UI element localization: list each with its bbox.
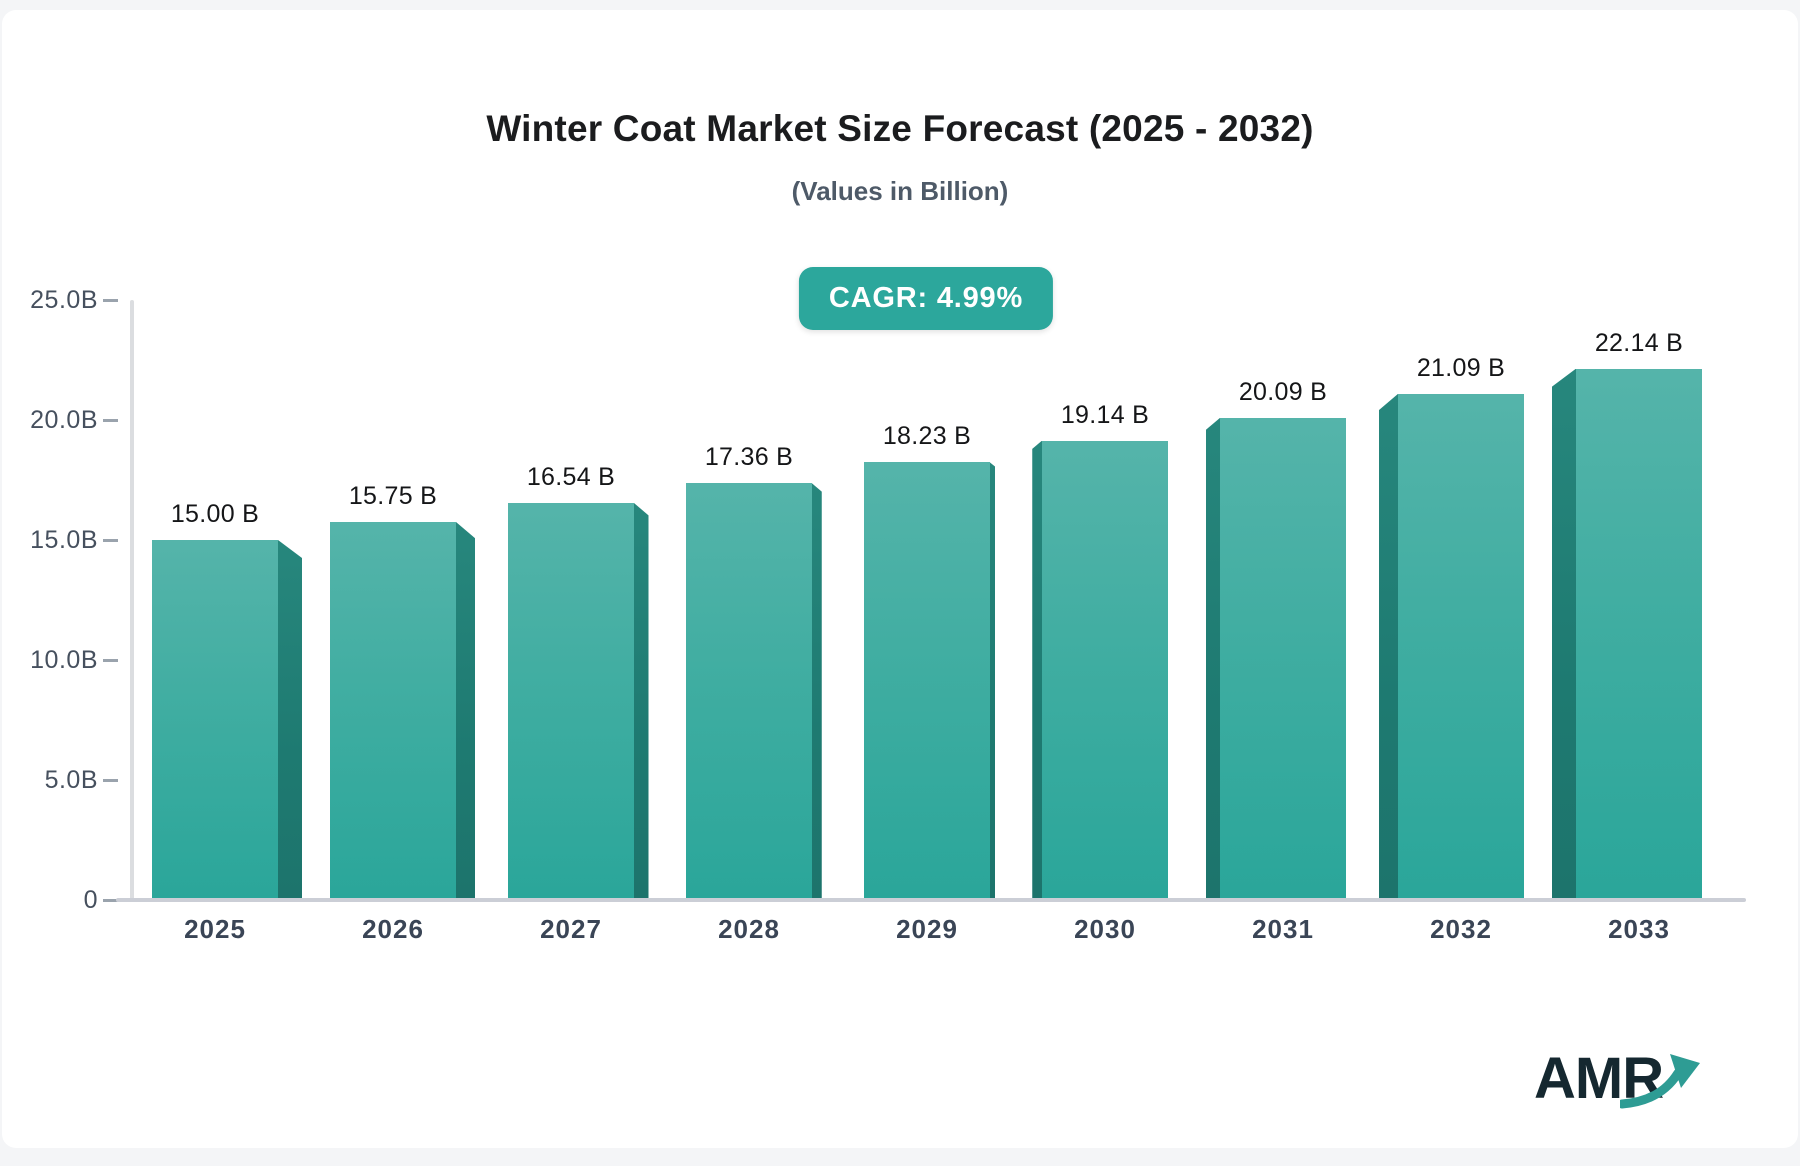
- x-axis-label: 2026: [362, 914, 424, 944]
- y-axis-label: 15.0B: [30, 526, 98, 554]
- x-axis-label: 2030: [1074, 914, 1136, 944]
- x-axis-label: 2031: [1252, 914, 1314, 944]
- x-axis-label: 2028: [718, 914, 780, 944]
- bar-value-label: 21.09 B: [1416, 353, 1506, 382]
- bar-chart-plot-area: 25.0B 20.0B 15.0B 10.0B 5.0B 0 15.00 B 2025 15.7…: [2, 10, 1800, 1166]
- bar-value-label: 19.14 B: [1060, 400, 1150, 429]
- bar-value-label: 15.75 B: [348, 482, 438, 510]
- bar-side-face: [990, 462, 995, 900]
- y-axis-tick: [103, 298, 118, 302]
- bar-2025: [152, 540, 278, 900]
- y-axis-tick: [103, 778, 118, 782]
- bar-value-label: 18.23 B: [882, 422, 972, 451]
- amr-logo: AMR: [1534, 1048, 1704, 1118]
- y-axis-label: 0: [83, 886, 98, 914]
- bar-value-label: 22.14 B: [1594, 328, 1684, 357]
- y-axis-tick: [103, 898, 118, 902]
- y-axis-line: [130, 300, 134, 902]
- bar-value-label: 17.36 B: [704, 443, 794, 472]
- bar-side-face: [1552, 368, 1576, 900]
- bar-2032: [1398, 393, 1524, 900]
- bar-side-face: [812, 483, 822, 900]
- y-axis-tick: [103, 658, 118, 662]
- bar-2029: [864, 462, 990, 900]
- growth-arrow-icon: [1620, 1054, 1700, 1109]
- bar-2031: [1220, 417, 1346, 900]
- chart-card: Winter Coat Market Size Forecast (2025 -…: [2, 10, 1798, 1148]
- bar-side-face: [1032, 440, 1042, 900]
- x-axis-line: [116, 898, 1746, 902]
- y-axis-tick: [103, 418, 118, 422]
- bar-side-face: [278, 540, 302, 900]
- x-axis-label: 2025: [184, 914, 246, 944]
- bar-side-face: [1205, 417, 1220, 900]
- x-axis-label: 2033: [1608, 914, 1670, 944]
- x-axis-label: 2032: [1430, 914, 1492, 944]
- y-axis-label: 10.0B: [30, 646, 98, 674]
- bar-2026: [330, 522, 456, 900]
- bar-side-face: [456, 522, 476, 900]
- bar-value-label: 15.00 B: [170, 500, 260, 528]
- bar-2028: [686, 483, 812, 900]
- bar-2030: [1042, 440, 1168, 900]
- cagr-badge: CAGR: 4.99%: [798, 267, 1054, 330]
- chart-subtitle: (Values in Billion): [791, 176, 1009, 206]
- bar-value-label: 16.54 B: [526, 463, 616, 492]
- chart-title: Winter Coat Market Size Forecast (2025 -…: [486, 108, 1314, 149]
- bar-value-label: 20.09 B: [1238, 377, 1328, 406]
- x-axis-label: 2029: [896, 914, 958, 944]
- x-axis-label: 2027: [540, 914, 602, 944]
- bar-2027: [508, 503, 634, 900]
- bar-side-face: [634, 503, 649, 900]
- y-axis-label: 5.0B: [44, 766, 98, 794]
- bar-side-face: [1378, 393, 1398, 900]
- y-axis-label: 20.0B: [30, 406, 98, 434]
- y-axis-tick: [103, 538, 118, 542]
- y-axis-label: 25.0B: [30, 286, 98, 314]
- bar-2033: [1576, 368, 1702, 900]
